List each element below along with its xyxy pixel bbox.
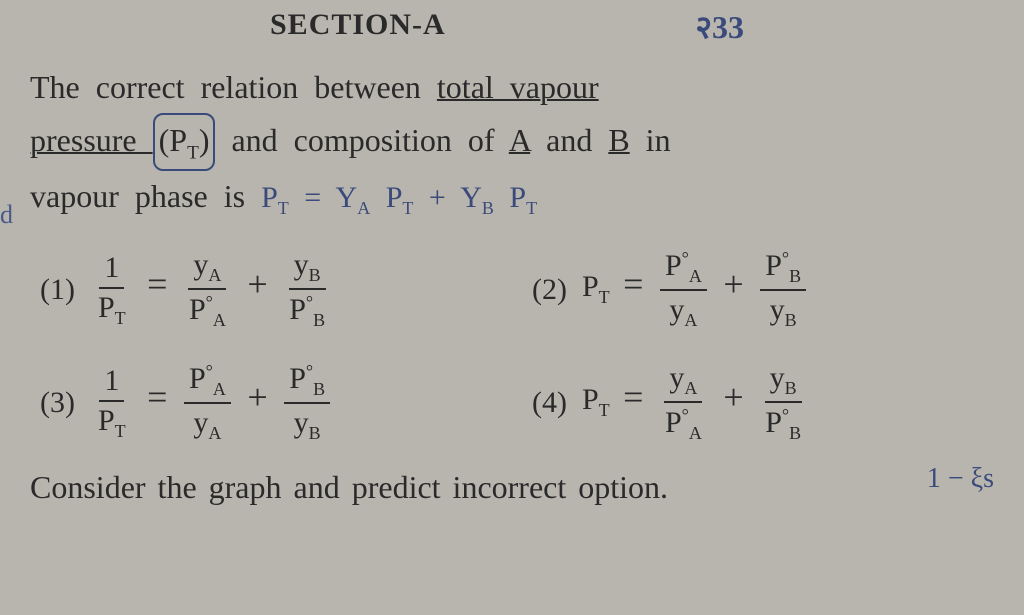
- q-part: The correct relation between: [30, 69, 437, 105]
- equation: 1PT = P°AyA + P°ByB: [90, 361, 333, 444]
- option-num: (1): [40, 273, 75, 307]
- option-3: (3) 1PT = P°AyA + P°ByB: [40, 361, 492, 444]
- option-num: (3): [40, 386, 75, 420]
- options-grid: (1) 1PT = yAP°A + yBP°B (2) PT = P°AyA +…: [30, 248, 994, 444]
- q-underline: total vapour: [437, 69, 599, 105]
- q-part: and composition of: [215, 122, 508, 158]
- left-scribble: d: [0, 200, 13, 230]
- handwritten-eq: PT = YA PT + YB PT: [261, 181, 537, 214]
- bottom-instruction: Consider the graph and predict incorrect…: [30, 469, 994, 506]
- section-header: SECTION-A: [270, 8, 446, 42]
- q-underline: A: [509, 122, 530, 158]
- question-text: The correct relation between total vapou…: [30, 62, 994, 223]
- q-part: and: [530, 122, 608, 158]
- option-1: (1) 1PT = yAP°A + yBP°B: [40, 248, 492, 331]
- q-underline: pressure: [30, 122, 153, 158]
- equation: PT = yAP°A + yBP°B: [582, 361, 809, 444]
- equation: PT = P°AyA + P°ByB: [582, 248, 809, 331]
- equation: 1PT = yAP°A + yBP°B: [90, 248, 333, 331]
- handwritten-top: २33: [695, 5, 744, 48]
- option-2: (2) PT = P°AyA + P°ByB: [532, 248, 984, 331]
- q-part: in: [630, 122, 671, 158]
- option-4: (4) PT = yAP°A + yBP°B: [532, 361, 984, 444]
- option-num: (4): [532, 386, 567, 420]
- circled-pt: (PT): [153, 113, 216, 171]
- q-underline: B: [608, 122, 629, 158]
- option-num: (2): [532, 273, 567, 307]
- q-part: vapour phase is: [30, 178, 261, 214]
- handwritten-right: 1 − ξs: [927, 463, 994, 495]
